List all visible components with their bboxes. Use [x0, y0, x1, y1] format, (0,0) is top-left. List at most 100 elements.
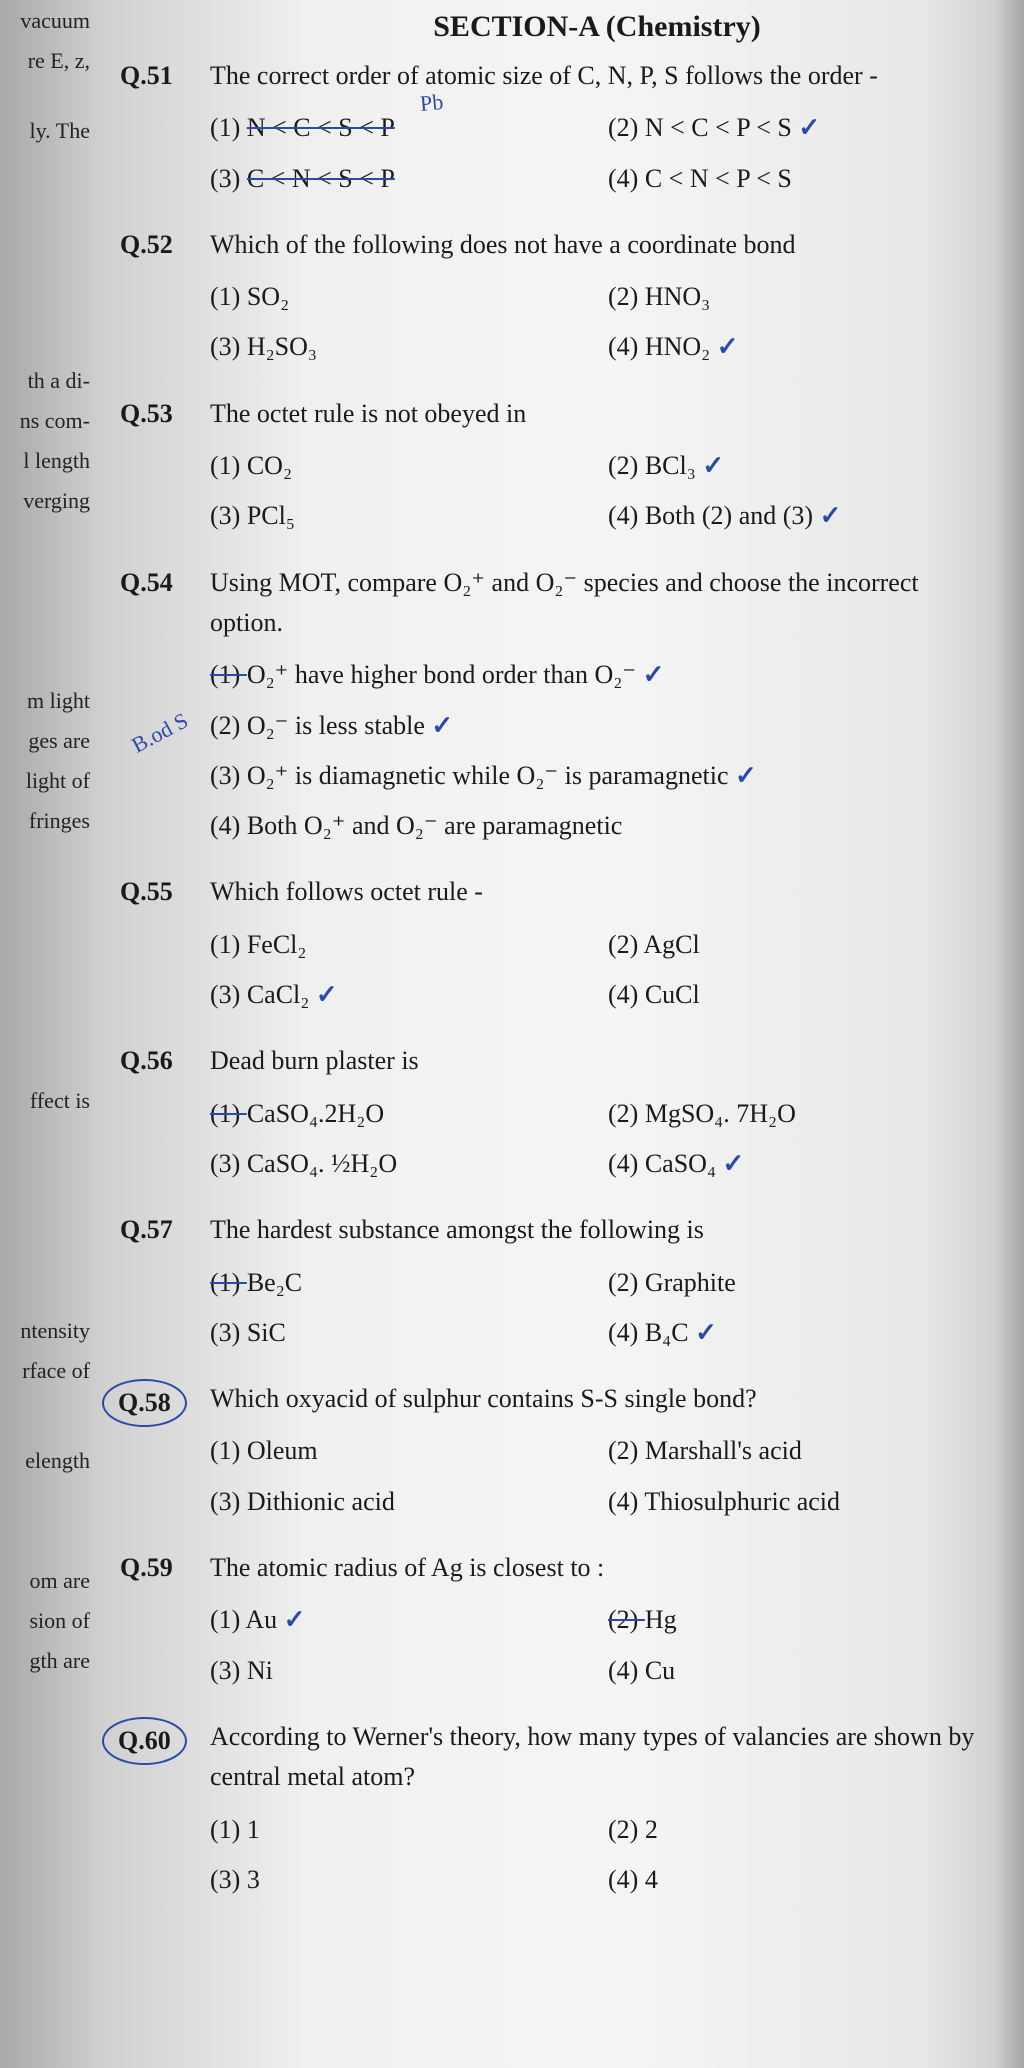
option: (2) HNO₃	[608, 275, 994, 319]
page-content: SECTION-A (Chemistry) Q.51The correct or…	[0, 0, 1024, 1936]
option-number: (2)	[608, 1099, 645, 1128]
option-text: B₄C	[645, 1318, 689, 1347]
question-body: According to Werner's theory, how many t…	[210, 1717, 994, 1902]
question-text: Using MOT, compare O₂⁺ and O₂⁻ species a…	[210, 563, 994, 644]
option: (2) BCl₃ ✓	[608, 444, 994, 488]
question-body: The octet rule is not obeyed in (1) CO₂ (2…	[210, 394, 994, 539]
options-grid: (1) CO₂ (2) BCl₃ ✓ (3) PCl₅ (4) Both (2) an…	[210, 444, 994, 539]
option: (3) PCl₅	[210, 494, 596, 538]
option-text: CaCl₂	[247, 980, 310, 1009]
option: (1) O₂⁺ have higher bond order than O₂⁻ …	[210, 653, 994, 697]
options-grid: (1) Oleum (2) Marshall's acid (3) Dithioni…	[210, 1429, 994, 1524]
option: (4) Both O₂⁺ and O₂⁻ are paramagnetic	[210, 804, 994, 848]
option-number: (4)	[608, 980, 645, 1009]
question: Q.54Using MOT, compare O₂⁺ and O₂⁻ speci…	[120, 563, 994, 849]
option: (4) C < N < P < S	[608, 157, 994, 201]
question-text: The hardest substance amongst the follow…	[210, 1210, 994, 1250]
question-number: Q.56	[120, 1041, 210, 1186]
option: (2) 2	[608, 1808, 994, 1852]
option-text: Thiosulphuric acid	[644, 1487, 840, 1516]
option-number: (3)	[210, 1487, 247, 1516]
option-number: (2)	[608, 1436, 645, 1465]
option-number: (3)	[210, 1318, 247, 1347]
question-text: Which follows octet rule -	[210, 872, 994, 912]
option-text: CaSO₄.2H₂O	[247, 1099, 384, 1128]
question: Q.56Dead burn plaster is(1) CaSO₄.2H₂O(2…	[120, 1041, 994, 1186]
option-number: (1)	[210, 1268, 247, 1297]
tick-icon: ✓	[425, 711, 453, 740]
question-body: The correct order of atomic size of C, N…	[210, 56, 994, 201]
option-number: (3)	[210, 164, 247, 193]
question-number: Q.55	[120, 872, 210, 1017]
option-text: Hg	[645, 1605, 677, 1634]
page-shadow	[994, 0, 1024, 2068]
option-number: (1)	[210, 660, 247, 689]
options-grid: (1) Be₂C(2) Graphite(3) SiC(4) B₄C ✓	[210, 1261, 994, 1356]
option: (2) Graphite	[608, 1261, 994, 1305]
option: (1) Au ✓	[210, 1598, 596, 1642]
option-number: (1)	[210, 451, 247, 480]
question: Q.53The octet rule is not obeyed in(1) C…	[120, 394, 994, 539]
question-number: Q.51	[120, 56, 210, 201]
pen-scribble-pb: Pb	[419, 89, 444, 117]
option-text: Ni	[247, 1656, 273, 1685]
question-text: The correct order of atomic size of C, N…	[210, 56, 994, 96]
option-number: (1)	[210, 1436, 247, 1465]
option: (3) Dithionic acid	[210, 1480, 596, 1524]
option-text: Marshall's acid	[645, 1436, 802, 1465]
option: (2) O₂⁻ is less stable ✓	[210, 704, 994, 748]
option: (4) Both (2) and (3) ✓	[608, 494, 994, 538]
option-number: (3)	[210, 1149, 247, 1178]
option-text: CO₂	[247, 451, 292, 480]
option-text: Cu	[645, 1656, 675, 1685]
question-text: Which of the following does not have a c…	[210, 225, 994, 265]
option-number: (3)	[210, 1865, 247, 1894]
option-text: H₂SO₃	[247, 332, 317, 361]
option-text: HNO₂	[645, 332, 710, 361]
question-text: The octet rule is not obeyed in	[210, 394, 994, 434]
option: (3) Ni	[210, 1649, 596, 1693]
option-number: (4)	[608, 1318, 645, 1347]
option-text: CuCl	[645, 980, 700, 1009]
option: (3) H₂SO₃	[210, 325, 596, 369]
options-grid: (1) 1(2) 2(3) 3(4) 4	[210, 1808, 994, 1903]
option: (3) C < N < S < P	[210, 157, 596, 201]
option: (2) Marshall's acid	[608, 1429, 994, 1473]
option: (4) Thiosulphuric acid	[608, 1480, 994, 1524]
option-text: CaSO₄	[645, 1149, 716, 1178]
question: Q.55Which follows octet rule -(1) FeCl₂(…	[120, 872, 994, 1017]
option-number: (2)	[608, 1815, 645, 1844]
option-number: (3)	[210, 761, 247, 790]
tick-icon: ✓	[696, 451, 724, 480]
options-grid: (1) Au ✓(2) Hg(3) Ni(4) Cu	[210, 1598, 994, 1693]
question: Q.52Which of the following does not have…	[120, 225, 994, 370]
option: (1) N < C < S < P	[210, 106, 596, 150]
option-number: (2)	[210, 711, 247, 740]
option-text: O₂⁻ is less stable	[247, 711, 425, 740]
option-text: CaSO₄. ½H₂O	[247, 1149, 397, 1178]
question-text: Which oxyacid of sulphur contains S-S si…	[210, 1379, 994, 1419]
option-number: (1)	[210, 930, 247, 959]
option-number: (2)	[608, 451, 645, 480]
option-text: Oleum	[247, 1436, 318, 1465]
option-text: 2	[645, 1815, 658, 1844]
tick-icon: ✓	[729, 761, 757, 790]
option-text: FeCl₂	[247, 930, 307, 959]
question-number: Q.54	[120, 563, 210, 849]
question-number: Q.57	[120, 1210, 210, 1355]
option-number: (3)	[210, 332, 247, 361]
question-body: Which oxyacid of sulphur contains S-S si…	[210, 1379, 994, 1524]
tick-icon: ✓	[792, 113, 820, 142]
option-number: (4)	[608, 1149, 645, 1178]
options-grid: (1) O₂⁺ have higher bond order than O₂⁻ …	[210, 653, 994, 848]
options-grid: (1) FeCl₂(2) AgCl(3) CaCl₂ ✓(4) CuCl	[210, 923, 994, 1018]
question-number: Q.60	[120, 1717, 210, 1902]
option-number: (1)	[210, 1815, 247, 1844]
option: (3) O₂⁺ is diamagnetic while O₂⁻ is para…	[210, 754, 994, 798]
question-number: Q.59	[120, 1548, 210, 1693]
tick-icon: ✓	[716, 1149, 744, 1178]
option-text: O₂⁺ is diamagnetic while O₂⁻ is paramagn…	[247, 761, 729, 790]
question-body: Which of the following does not have a c…	[210, 225, 994, 370]
option-number: (1)	[210, 1099, 247, 1128]
option: (4) B₄C ✓	[608, 1311, 994, 1355]
